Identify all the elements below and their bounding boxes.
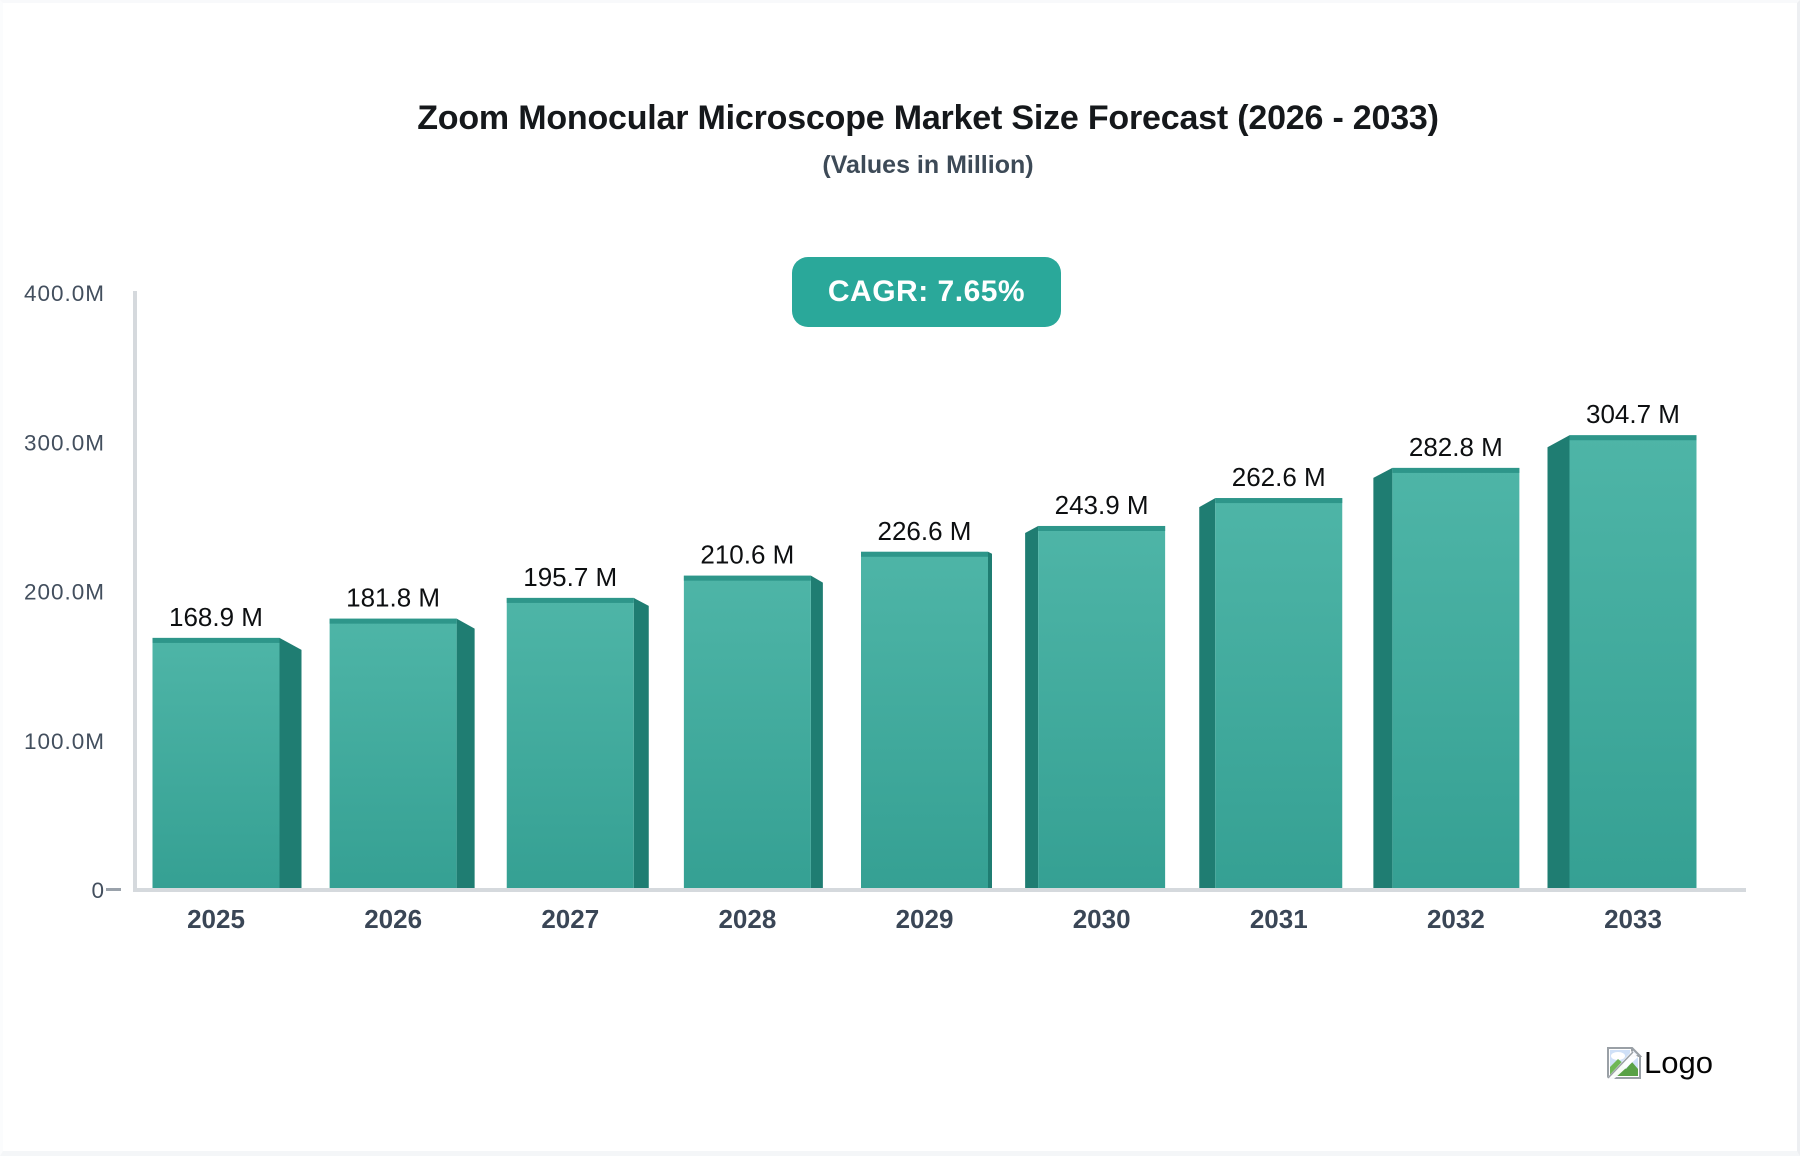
x-axis-label-2026: 2026: [364, 904, 422, 934]
x-axis-label-2033: 2033: [1604, 904, 1662, 934]
bar-2032: [1392, 467, 1520, 890]
bar-side-2027: [633, 597, 649, 890]
bar-2031: [1215, 498, 1343, 890]
y-axis-label-400.0M: 400.0M: [24, 281, 105, 306]
bar-cap-2032: [1392, 467, 1520, 473]
bar-2026: [329, 618, 457, 890]
x-axis-label-2031: 2031: [1250, 904, 1308, 934]
bar-value-label-2033: 304.7 M: [1586, 399, 1680, 429]
chart-title: Zoom Monocular Microscope Market Size Fo…: [417, 99, 1439, 137]
bar-side-2025: [279, 637, 302, 890]
bar-cap-2025: [152, 637, 280, 643]
bar-cap-2028: [683, 575, 811, 581]
bar-value-label-2030: 243.9 M: [1055, 490, 1149, 520]
logo-alt-text: Logo: [1644, 1045, 1713, 1080]
bar-side-2026: [456, 618, 475, 890]
cagr-badge: CAGR: 7.65%: [792, 257, 1061, 327]
bar-chart: 168.9 M 2025 181.8 M 2026 195.7 M 2027 210.6 M…: [24, 281, 1746, 934]
bar-cap-2033: [1569, 435, 1697, 441]
bar-side-2028: [810, 575, 823, 890]
y-axis-label-100.0M: 100.0M: [24, 729, 105, 754]
bar-2029: [861, 551, 988, 890]
bar-value-label-2031: 262.6 M: [1232, 462, 1326, 492]
bar-2028: [683, 575, 811, 890]
bar-value-label-2029: 226.6 M: [878, 516, 972, 546]
x-axis-label-2030: 2030: [1073, 904, 1131, 934]
bar-2025: [152, 637, 280, 890]
x-axis-label-2029: 2029: [896, 904, 954, 934]
bar-value-label-2032: 282.8 M: [1409, 432, 1503, 462]
bar-side-2033: [1547, 435, 1570, 890]
x-axis-label-2028: 2028: [718, 904, 776, 934]
x-axis-label-2025: 2025: [187, 904, 245, 934]
logo: Logo: [1606, 1039, 1713, 1087]
y-axis-label-0: 0: [91, 878, 105, 903]
broken-image-icon: [1606, 1047, 1643, 1079]
bar-2030: [1038, 525, 1166, 890]
bar-value-label-2026: 181.8 M: [346, 583, 440, 613]
bar-cap-2030: [1038, 525, 1166, 531]
bar-cap-2031: [1215, 498, 1343, 504]
bar-2033: [1569, 435, 1697, 890]
bar-cap-2026: [329, 618, 457, 624]
bar-value-label-2028: 210.6 M: [700, 540, 794, 570]
x-axis-line: [133, 888, 1746, 892]
bar-side-2030: [1025, 525, 1039, 890]
y-axis-line: [133, 291, 137, 892]
x-axis-label-2032: 2032: [1427, 904, 1485, 934]
x-axis-label-2027: 2027: [541, 904, 599, 934]
zero-tick: [106, 888, 121, 891]
bar-cap-2029: [861, 551, 988, 557]
y-axis-label-300.0M: 300.0M: [24, 430, 105, 455]
bar-side-2032: [1373, 467, 1393, 890]
bar-2027: [506, 597, 634, 890]
y-axis-label-200.0M: 200.0M: [24, 580, 105, 605]
bar-value-label-2025: 168.9 M: [169, 602, 263, 632]
bar-side-2031: [1199, 498, 1216, 890]
chart-subtitle: (Values in Million): [822, 151, 1034, 179]
bar-cap-2027: [506, 597, 634, 603]
bar-value-label-2027: 195.7 M: [523, 562, 617, 592]
bar-side-2029: [988, 551, 992, 890]
